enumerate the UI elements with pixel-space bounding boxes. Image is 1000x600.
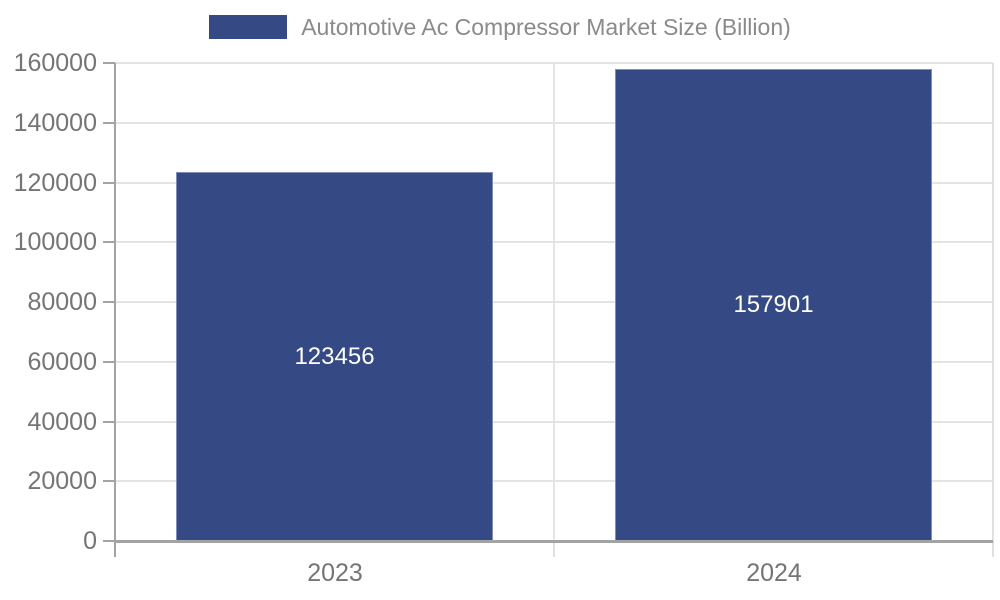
y-axis-tick	[103, 241, 115, 244]
bar-value-label: 123456	[294, 343, 375, 370]
y-tick-label: 120000	[13, 168, 97, 197]
y-axis-tick	[103, 301, 115, 303]
y-tick-label: 20000	[27, 467, 97, 496]
x-tick-label: 2024	[746, 559, 802, 587]
x-gridline	[553, 63, 555, 541]
y-axis-tick	[103, 540, 115, 542]
bar-value-label: 157901	[733, 291, 814, 318]
y-axis-line	[114, 63, 116, 541]
plot-border-right	[992, 63, 994, 541]
y-axis-tick	[103, 62, 115, 64]
x-axis-tick	[992, 541, 994, 557]
y-tick-label: 80000	[27, 288, 97, 316]
legend-swatch[interactable]	[209, 15, 288, 39]
bar-2024[interactable]	[615, 69, 932, 541]
x-tick-label: 2023	[307, 559, 363, 587]
y-axis-tick	[103, 480, 115, 483]
y-axis-tick	[103, 181, 115, 184]
x-axis-tick	[553, 541, 555, 557]
y-tick-label: 0	[83, 527, 97, 555]
y-axis-tick	[103, 121, 115, 124]
y-tick-label: 140000	[13, 108, 97, 137]
y-tick-label: 60000	[27, 347, 97, 376]
y-axis-tick	[103, 420, 115, 423]
y-tick-label: 160000	[13, 49, 97, 77]
y-tick-label: 40000	[27, 407, 97, 436]
chart-legend[interactable]: Automotive Ac Compressor Market Size (Bi…	[0, 12, 1000, 42]
y-tick-label: 100000	[13, 228, 97, 257]
chart-title: Automotive Ac Compressor Market Size (Bi…	[301, 14, 791, 40]
y-axis-tick	[103, 360, 115, 363]
x-axis-tick	[114, 541, 116, 557]
bar-2023[interactable]	[176, 172, 493, 541]
x-axis-line	[115, 540, 993, 543]
